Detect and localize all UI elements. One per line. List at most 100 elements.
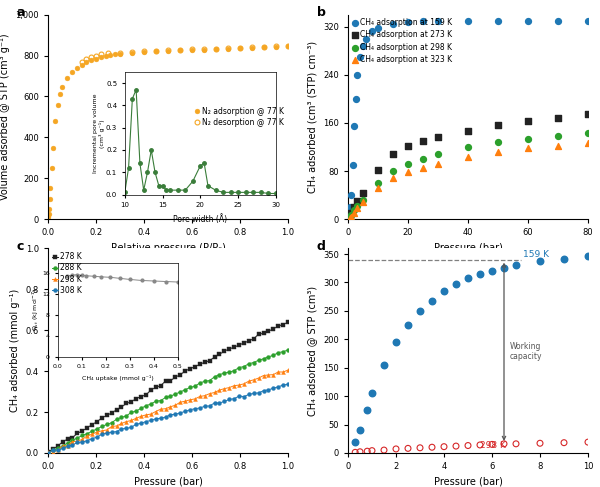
308 K <box>182 409 189 414</box>
278 K <box>142 392 149 398</box>
288 K <box>191 383 199 389</box>
CH₄ adsorption at 159 K <box>344 210 354 218</box>
N₂ desorption @ 77 K <box>200 46 208 52</box>
CH₄ adsorption at 159 K <box>349 122 359 130</box>
288 K <box>206 377 213 383</box>
Legend: N₂ adsorption @ 77 K, N₂ desorption @ 77 K: N₂ adsorption @ 77 K, N₂ desorption @ 77… <box>194 107 284 127</box>
288 K <box>260 356 267 362</box>
Point <box>583 438 593 446</box>
288 K <box>226 369 233 375</box>
288 K <box>196 380 203 386</box>
288 K <box>187 385 194 391</box>
CH₄ adsorption at 323 K <box>346 213 356 221</box>
278 K <box>241 340 248 346</box>
278 K <box>157 383 164 389</box>
CH₄ adsorption at 273 K <box>523 117 533 125</box>
298 K <box>206 391 213 396</box>
N₂ desorption @ 77 K <box>152 48 160 54</box>
N₂ adsorption @ 77 K <box>68 69 76 75</box>
278 K <box>74 431 81 436</box>
298 K <box>221 386 228 392</box>
N₂ desorption @ 77 K <box>104 51 112 56</box>
308 K <box>226 396 233 402</box>
288 K <box>83 431 91 436</box>
N₂ adsorption @ 77 K <box>78 62 85 68</box>
308 K <box>284 381 292 387</box>
308 K <box>54 447 61 453</box>
298 K <box>176 399 184 405</box>
298 K <box>123 419 130 425</box>
Point <box>415 307 425 315</box>
278 K <box>167 378 174 384</box>
298 K <box>137 413 145 419</box>
288 K <box>250 359 257 365</box>
298 K <box>260 373 267 378</box>
308 K <box>275 384 282 390</box>
N₂ adsorption @ 77 K <box>83 59 90 65</box>
308 K <box>250 391 257 396</box>
298 K <box>196 393 203 399</box>
CH₄ adsorption at 298 K <box>388 167 398 175</box>
N₂ adsorption @ 77 K <box>48 165 55 171</box>
298 K <box>103 427 110 433</box>
N₂ adsorption @ 77 K <box>176 47 184 53</box>
N₂ adsorption @ 77 K <box>47 186 54 191</box>
298 K <box>83 433 91 439</box>
288 K <box>182 387 189 393</box>
N₂ adsorption @ 77 K <box>56 92 64 97</box>
CH₄ adsorption at 323 K <box>373 184 383 192</box>
CH₄ adsorption at 298 K <box>493 138 503 146</box>
298 K <box>147 411 154 417</box>
Line: N₂ adsorption @ 77 K: N₂ adsorption @ 77 K <box>46 43 290 220</box>
288 K <box>176 389 184 395</box>
N₂ adsorption @ 77 K <box>272 44 280 50</box>
278 K <box>133 395 140 401</box>
Point <box>451 442 461 450</box>
N₂ adsorption @ 77 K <box>128 50 136 56</box>
288 K <box>54 445 61 451</box>
288 K <box>147 401 154 407</box>
308 K <box>133 421 140 427</box>
298 K <box>270 372 277 377</box>
N₂ desorption @ 77 K <box>116 50 124 56</box>
278 K <box>113 407 120 413</box>
CH₄ adsorption at 159 K <box>352 71 362 79</box>
N₂ adsorption @ 77 K <box>49 145 56 150</box>
N₂ desorption @ 77 K <box>272 43 280 49</box>
N₂ adsorption @ 77 K <box>140 49 148 55</box>
278 K <box>196 361 203 367</box>
298 K <box>157 406 164 412</box>
Point <box>427 297 437 304</box>
Point <box>487 267 497 275</box>
X-axis label: Pressure (bar): Pressure (bar) <box>434 243 502 253</box>
288 K <box>69 437 76 443</box>
288 K <box>201 378 208 384</box>
298 K <box>94 429 101 435</box>
Point <box>367 447 377 454</box>
CH₄ adsorption at 298 K <box>346 211 356 219</box>
N₂ desorption @ 77 K <box>92 53 100 58</box>
288 K <box>108 420 115 426</box>
Point <box>415 444 425 452</box>
CH₄ adsorption at 273 K <box>344 214 354 222</box>
308 K <box>172 412 179 417</box>
N₂ desorption @ 77 K <box>248 44 256 50</box>
CH₄ adsorption at 159 K <box>583 17 593 24</box>
308 K <box>118 426 125 431</box>
Point <box>511 262 521 269</box>
CH₄ adsorption at 298 K <box>358 196 368 204</box>
298 K <box>216 387 223 393</box>
N₂ desorption @ 77 K <box>88 54 95 60</box>
Point <box>463 442 473 450</box>
298 K <box>142 412 149 418</box>
CH₄ adsorption at 273 K <box>352 197 362 205</box>
CH₄ adsorption at 159 K <box>433 17 443 24</box>
308 K <box>103 431 110 436</box>
308 K <box>137 420 145 426</box>
288 K <box>172 391 179 397</box>
CH₄ adsorption at 323 K <box>403 169 413 176</box>
CH₄ adsorption at 159 K <box>348 161 358 169</box>
X-axis label: Pressure (bar): Pressure (bar) <box>134 476 202 487</box>
278 K <box>206 357 213 363</box>
278 K <box>152 384 160 390</box>
